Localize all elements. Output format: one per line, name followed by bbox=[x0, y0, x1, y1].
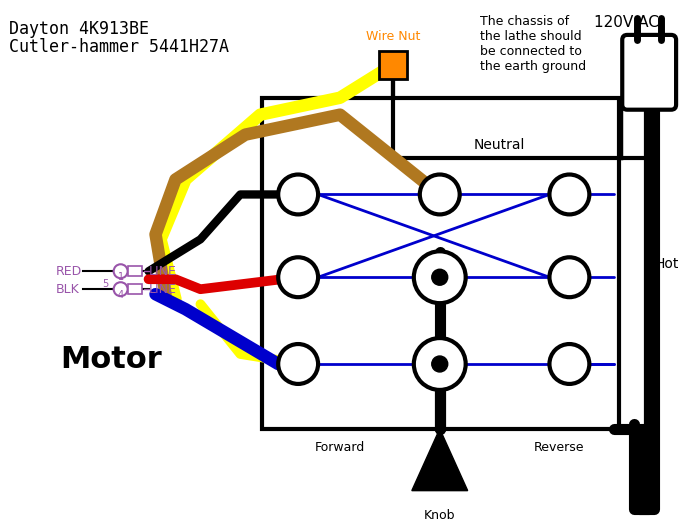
Text: LINE: LINE bbox=[148, 265, 176, 278]
Circle shape bbox=[414, 251, 466, 303]
Circle shape bbox=[414, 338, 466, 390]
Circle shape bbox=[550, 257, 589, 297]
Text: BLK: BLK bbox=[56, 282, 80, 296]
Text: LINE: LINE bbox=[148, 282, 176, 296]
Circle shape bbox=[420, 174, 460, 214]
Text: 1: 1 bbox=[118, 272, 124, 282]
Circle shape bbox=[278, 257, 318, 297]
Bar bbox=[262, 98, 620, 429]
Text: Dayton 4K913BE: Dayton 4K913BE bbox=[9, 20, 149, 38]
Bar bbox=[362, 98, 621, 158]
Bar bbox=[379, 51, 407, 79]
Text: Hot: Hot bbox=[654, 257, 679, 271]
Bar bbox=[127, 266, 141, 276]
Circle shape bbox=[550, 174, 589, 214]
Text: 4: 4 bbox=[118, 290, 124, 300]
FancyBboxPatch shape bbox=[622, 35, 676, 110]
Circle shape bbox=[113, 264, 127, 278]
Bar bbox=[127, 284, 141, 294]
Polygon shape bbox=[412, 429, 468, 491]
Text: Motor: Motor bbox=[60, 344, 162, 373]
Text: Forward: Forward bbox=[315, 441, 365, 454]
Circle shape bbox=[432, 269, 448, 285]
Text: Cutler-hammer 5441H27A: Cutler-hammer 5441H27A bbox=[9, 38, 229, 56]
Text: Wire Nut: Wire Nut bbox=[365, 30, 420, 43]
Circle shape bbox=[420, 257, 460, 297]
Text: 5: 5 bbox=[103, 279, 108, 289]
Text: The chassis of
the lathe should
be connected to
the earth ground: The chassis of the lathe should be conne… bbox=[480, 15, 586, 73]
Text: Knob: Knob bbox=[424, 509, 456, 522]
Text: Reverse: Reverse bbox=[534, 441, 584, 454]
Circle shape bbox=[432, 356, 448, 372]
Circle shape bbox=[550, 344, 589, 384]
Text: Neutral: Neutral bbox=[474, 138, 525, 152]
Text: RED: RED bbox=[56, 265, 82, 278]
Text: 120V AC: 120V AC bbox=[594, 15, 659, 30]
Circle shape bbox=[113, 282, 127, 296]
Circle shape bbox=[278, 344, 318, 384]
Circle shape bbox=[420, 344, 460, 384]
Circle shape bbox=[278, 174, 318, 214]
